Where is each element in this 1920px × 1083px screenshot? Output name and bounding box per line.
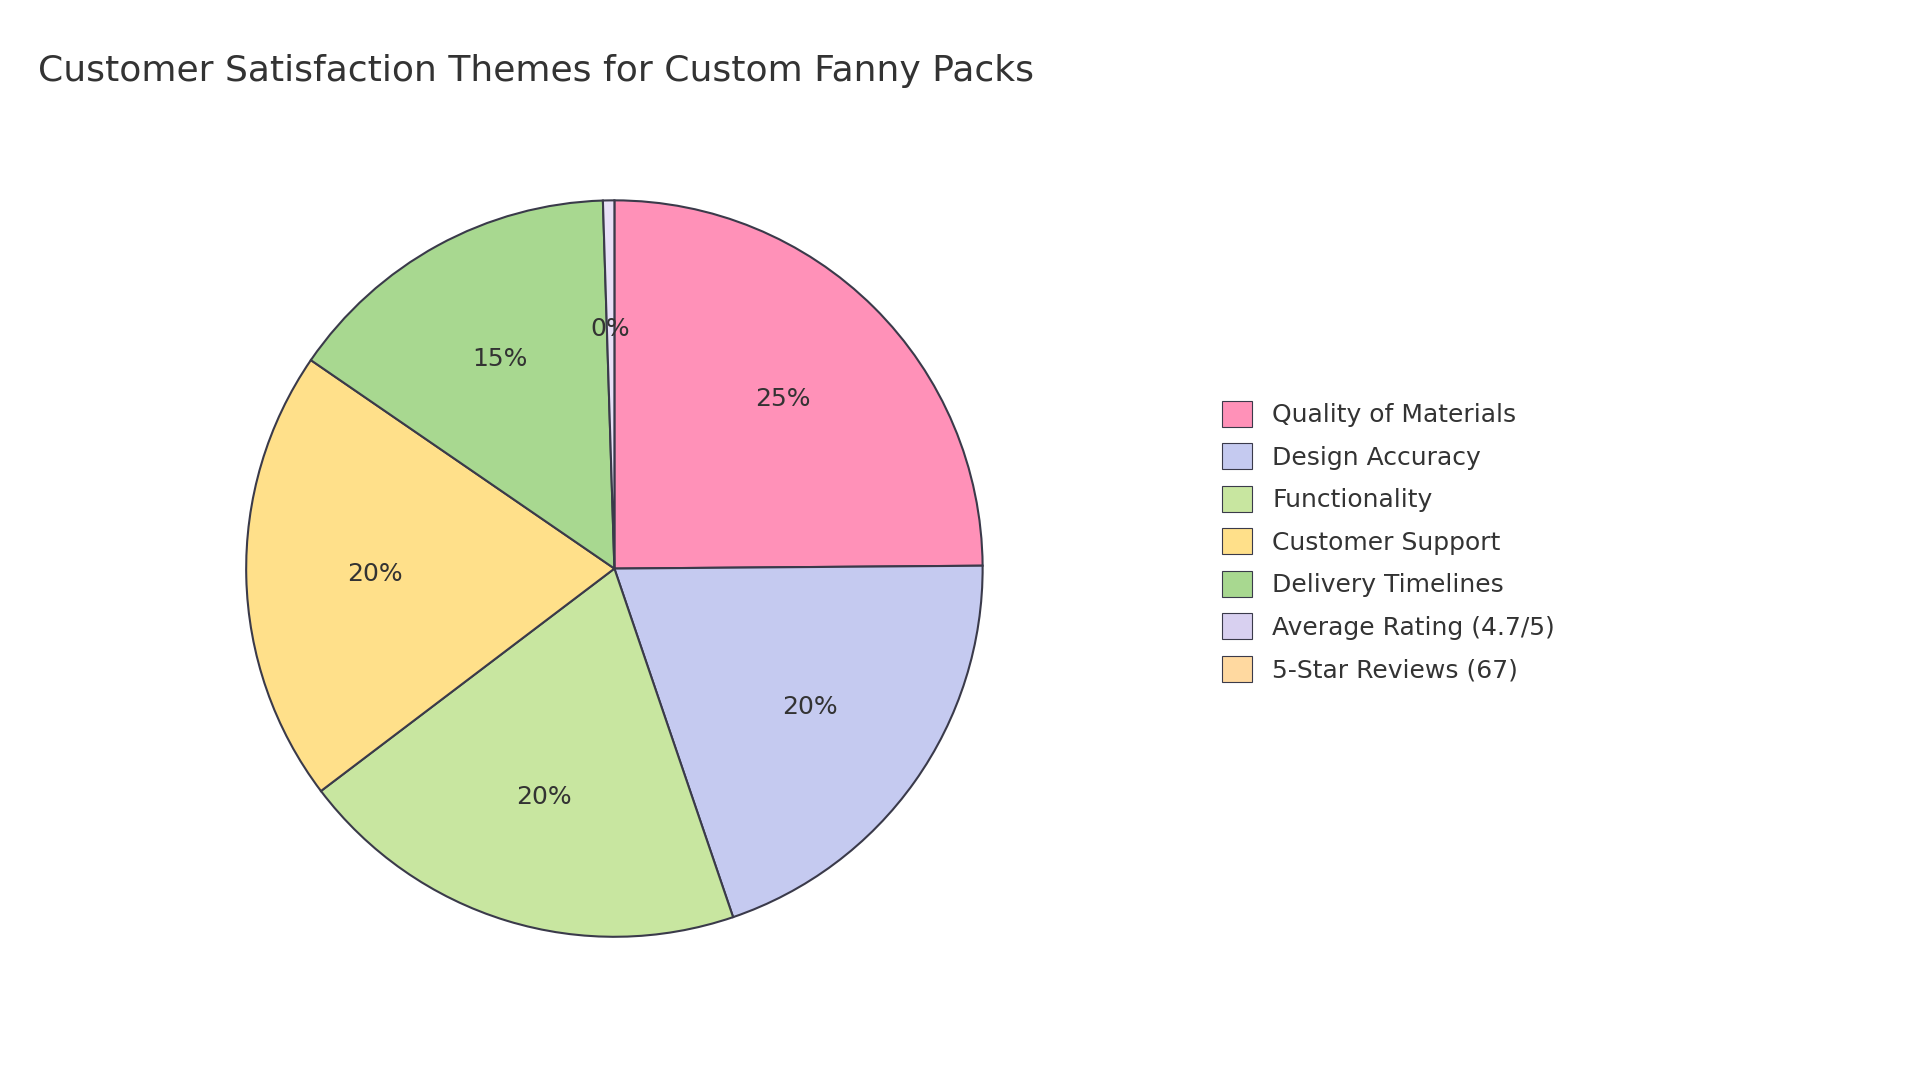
Text: 20%: 20% (348, 562, 403, 586)
Wedge shape (311, 200, 614, 569)
Wedge shape (246, 361, 614, 791)
Text: 20%: 20% (516, 785, 572, 809)
Text: 20%: 20% (781, 695, 837, 719)
Wedge shape (614, 200, 983, 569)
Wedge shape (614, 565, 983, 917)
Text: 25%: 25% (755, 387, 810, 410)
Text: Customer Satisfaction Themes for Custom Fanny Packs: Customer Satisfaction Themes for Custom … (38, 54, 1035, 88)
Wedge shape (603, 200, 614, 569)
Wedge shape (321, 569, 733, 937)
Text: 0%: 0% (591, 317, 630, 341)
Text: 15%: 15% (472, 347, 528, 370)
Legend: Quality of Materials, Design Accuracy, Functionality, Customer Support, Delivery: Quality of Materials, Design Accuracy, F… (1223, 401, 1555, 682)
